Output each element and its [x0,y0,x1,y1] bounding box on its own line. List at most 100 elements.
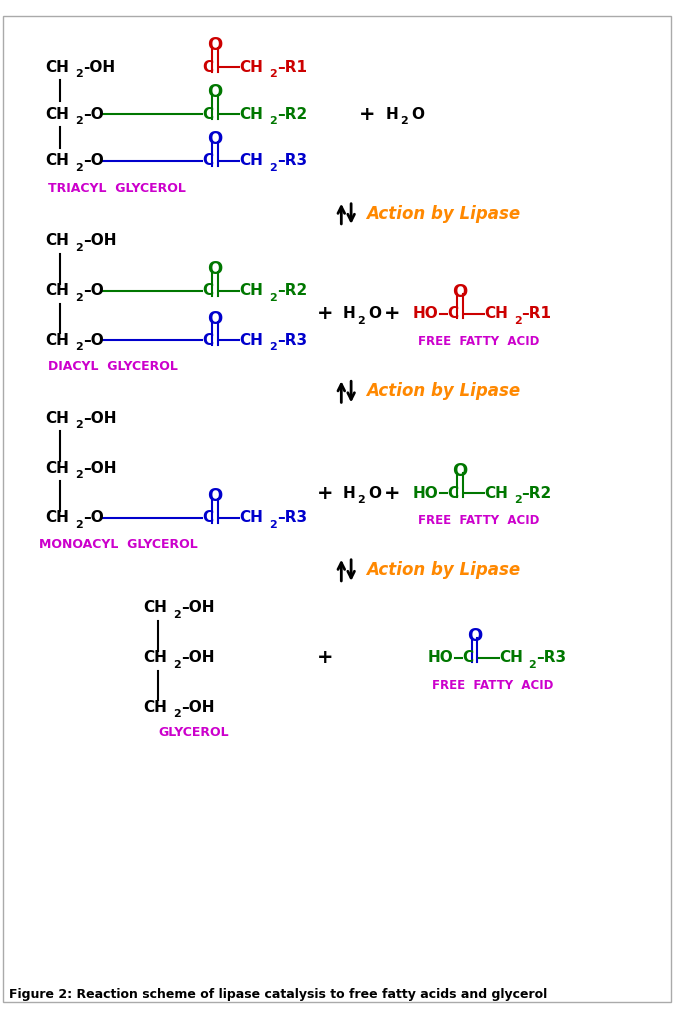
Text: CH: CH [484,306,508,321]
Text: +: + [383,304,400,323]
Text: TRIACYL  GLYCEROL: TRIACYL GLYCEROL [48,182,186,195]
Text: 2: 2 [173,710,180,720]
Text: –R3: –R3 [277,333,307,348]
Text: –O: –O [83,107,103,121]
Text: C: C [202,107,213,121]
Text: O: O [452,462,467,480]
Text: –R2: –R2 [522,486,552,501]
Text: C: C [202,283,213,298]
Text: CH: CH [239,154,264,168]
Text: +: + [316,484,333,503]
Text: GLYCEROL: GLYCEROL [158,726,228,739]
Text: 2: 2 [514,316,522,326]
Text: 2: 2 [528,660,536,670]
Text: HO: HO [427,651,453,665]
Text: –OH: –OH [83,233,116,248]
Text: –O: –O [83,333,103,348]
Text: –R3: –R3 [277,154,307,168]
Text: H: H [343,486,355,501]
Text: CH: CH [45,107,69,121]
Text: –R2: –R2 [277,283,307,298]
Text: 2: 2 [75,69,83,79]
Text: H: H [385,107,398,121]
Text: MONOACYL  GLYCEROL: MONOACYL GLYCEROL [39,539,197,552]
Text: C: C [202,60,213,74]
Text: CH: CH [143,651,167,665]
Text: C: C [202,154,213,168]
Text: 2: 2 [75,292,83,302]
Text: CH: CH [484,486,508,501]
Text: –R1: –R1 [522,306,552,321]
Text: CH: CH [239,510,264,525]
Text: O: O [368,306,380,321]
Text: 2: 2 [75,342,83,352]
Text: 2: 2 [75,242,83,252]
Text: HO: HO [413,486,438,501]
Text: +: + [316,304,333,323]
Text: CH: CH [239,60,264,74]
Text: –O: –O [83,283,103,298]
Text: O: O [207,37,222,54]
Text: O: O [368,486,380,501]
Text: Figure 2: Reaction scheme of lipase catalysis to free fatty acids and glycerol: Figure 2: Reaction scheme of lipase cata… [9,988,548,1001]
Text: CH: CH [45,60,69,74]
Text: CH: CH [45,460,69,475]
Text: CH: CH [45,333,69,348]
Text: CH: CH [45,154,69,168]
Text: –OH: –OH [181,651,214,665]
Text: –OH: –OH [181,601,214,615]
Text: 2: 2 [358,316,365,326]
Text: 2: 2 [269,116,277,126]
Text: C: C [202,510,213,525]
Text: FREE  FATTY  ACID: FREE FATTY ACID [418,514,539,527]
Text: O: O [207,487,222,505]
Text: –R3: –R3 [277,510,307,525]
Text: 2: 2 [173,660,180,670]
Text: +: + [383,484,400,503]
Text: 2: 2 [75,116,83,126]
Text: CH: CH [143,700,167,715]
Text: +: + [316,648,333,667]
Text: H: H [343,306,355,321]
Text: –OH: –OH [83,460,116,475]
Text: 2: 2 [400,116,409,126]
Text: C: C [447,486,458,501]
Text: CH: CH [239,107,264,121]
Text: –R3: –R3 [536,651,566,665]
Text: –OH: –OH [83,410,116,426]
Text: FREE  FATTY  ACID: FREE FATTY ACID [433,679,554,692]
Text: Action by Lipase: Action by Lipase [366,383,520,400]
Text: O: O [466,627,482,644]
Text: 2: 2 [358,495,365,505]
Text: FREE  FATTY  ACID: FREE FATTY ACID [418,335,539,348]
Text: –OH: –OH [181,700,214,715]
Text: O: O [452,283,467,300]
Text: C: C [447,306,458,321]
Text: CH: CH [45,233,69,248]
Text: 2: 2 [269,69,277,79]
Text: 2: 2 [269,163,277,173]
Text: 2: 2 [75,420,83,431]
Text: 2: 2 [269,342,277,352]
Text: O: O [207,260,222,278]
Text: CH: CH [239,283,264,298]
Text: Action by Lipase: Action by Lipase [366,205,520,223]
Text: O: O [207,309,222,328]
Text: 2: 2 [514,495,522,505]
Text: CH: CH [45,510,69,525]
Text: Action by Lipase: Action by Lipase [366,561,520,579]
Text: 2: 2 [173,610,180,620]
Text: –R1: –R1 [277,60,307,74]
Text: 2: 2 [75,520,83,530]
Text: -OH: -OH [83,60,115,74]
Text: –R2: –R2 [277,107,307,121]
Text: 2: 2 [269,292,277,302]
Text: –O: –O [83,154,103,168]
Text: CH: CH [499,651,523,665]
Text: O: O [411,107,424,121]
Text: +: + [359,105,376,123]
Text: CH: CH [143,601,167,615]
Text: –O: –O [83,510,103,525]
Text: CH: CH [239,333,264,348]
Text: O: O [207,130,222,148]
